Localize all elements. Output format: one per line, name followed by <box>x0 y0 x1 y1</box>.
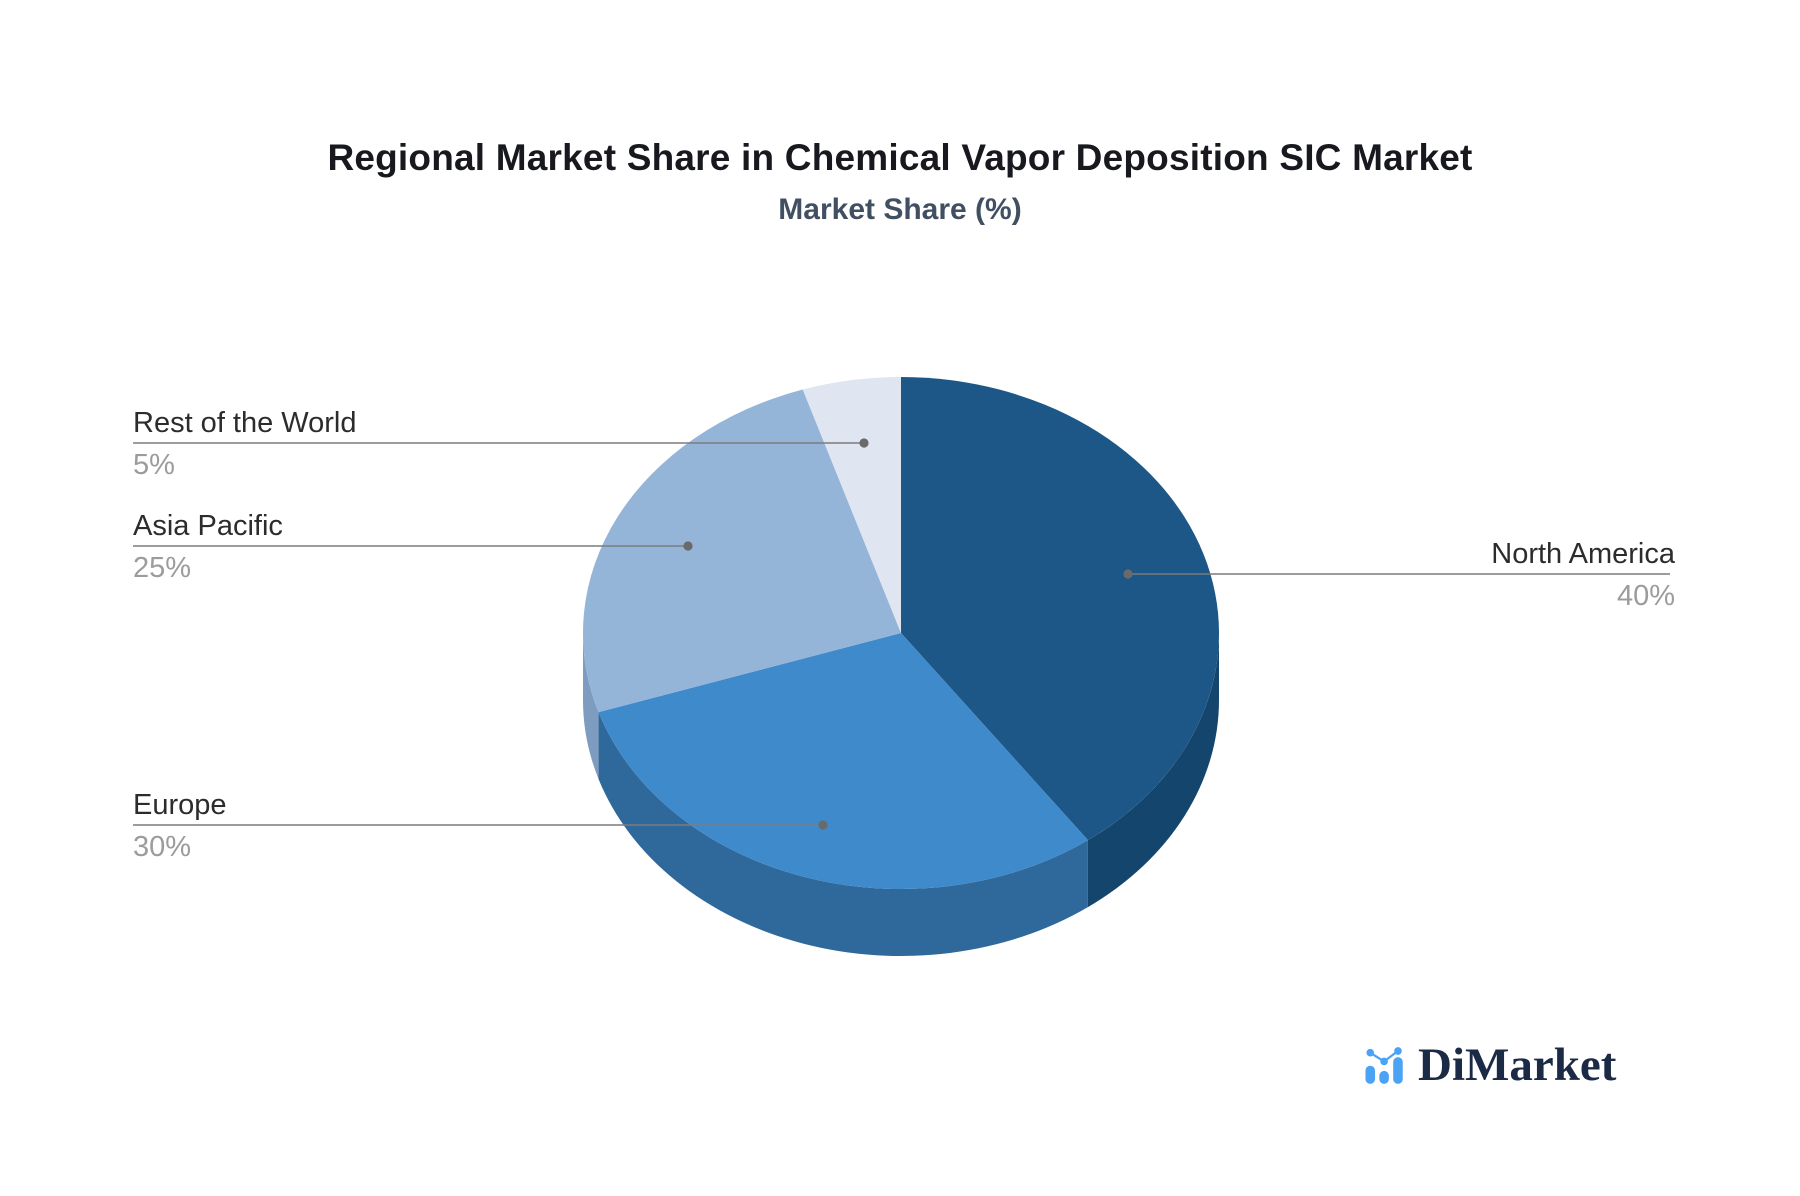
callout-value: 5% <box>133 449 175 481</box>
pie-slice-north-america[interactable] <box>901 377 1219 841</box>
callout-label: North America <box>1491 538 1675 570</box>
pie-slice-side-europe <box>598 712 1088 956</box>
chart-subtitle: Market Share (%) <box>778 193 1022 226</box>
callout-value: 30% <box>133 831 192 863</box>
pie-slice-asia-pacific[interactable] <box>583 389 901 713</box>
pie-slice-side-asia-pacific <box>583 633 599 780</box>
chart-title: Regional Market Share in Chemical Vapor … <box>327 137 1473 178</box>
pie-slice-rest-of-the-world[interactable] <box>802 377 901 633</box>
leader-dot <box>818 820 828 830</box>
callout-label: Europe <box>133 789 227 821</box>
brand-logo: DiMarket <box>1362 1036 1692 1096</box>
callout-label: Asia Pacific <box>133 510 283 542</box>
pie-slice-side-north-america <box>1087 633 1219 908</box>
callout-value: 25% <box>133 552 192 584</box>
callout-value: 40% <box>1616 580 1675 612</box>
leader-dot <box>683 541 693 551</box>
bar-chart-logo-icon <box>1365 1047 1403 1084</box>
leader-dot <box>859 438 869 448</box>
callout-label: Rest of the World <box>133 407 357 439</box>
brand-logo-text: DiMarket <box>1418 1039 1617 1091</box>
leader-dot <box>1123 569 1133 579</box>
